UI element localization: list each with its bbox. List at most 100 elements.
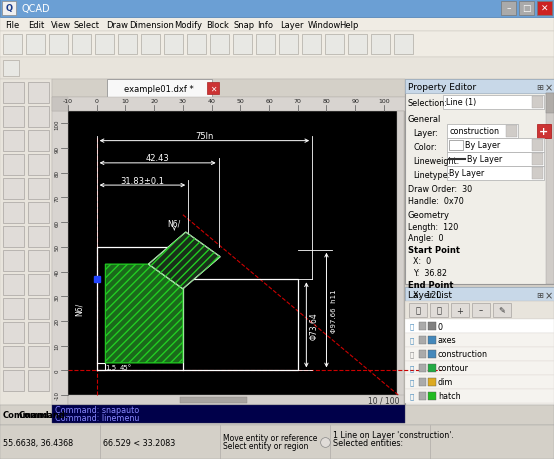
Bar	[52, 405, 405, 423]
Text: 66.529 < 33.2083: 66.529 < 33.2083	[103, 438, 175, 448]
Bar	[428, 392, 436, 400]
Text: 40: 40	[54, 269, 59, 275]
Text: ✎: ✎	[499, 306, 505, 315]
Bar	[430, 303, 448, 317]
Text: –: –	[479, 306, 483, 315]
Bar	[405, 389, 554, 403]
Bar	[52, 98, 405, 112]
Bar	[537, 125, 551, 139]
Bar	[405, 80, 554, 285]
Bar	[348, 35, 367, 55]
Bar	[3, 155, 24, 176]
Text: Modify: Modify	[175, 22, 203, 30]
Text: View: View	[51, 22, 71, 30]
Bar	[302, 35, 321, 55]
Text: Φ73.64: Φ73.64	[310, 311, 319, 339]
Bar	[405, 333, 554, 347]
Text: By Layer: By Layer	[449, 169, 484, 178]
Bar	[207, 83, 219, 95]
Text: Selected entities:: Selected entities:	[333, 438, 403, 448]
Text: Start Point: Start Point	[408, 246, 460, 255]
Text: 80: 80	[54, 170, 59, 177]
Text: 30: 30	[54, 293, 59, 300]
Bar	[3, 131, 24, 151]
Text: 75ln: 75ln	[195, 132, 214, 141]
Text: 10: 10	[121, 99, 129, 104]
Text: 100: 100	[54, 119, 59, 129]
Text: 70: 70	[294, 99, 302, 104]
Text: Line (1): Line (1)	[446, 98, 476, 107]
Text: QCAD: QCAD	[22, 4, 50, 14]
Bar	[0, 58, 554, 80]
Bar	[419, 336, 426, 344]
Bar	[256, 35, 275, 55]
Bar	[419, 378, 426, 386]
Bar	[28, 83, 49, 104]
Text: Layer: Layer	[280, 22, 304, 30]
Bar	[68, 395, 404, 405]
Bar	[493, 303, 511, 317]
Text: Window: Window	[307, 22, 341, 30]
Bar	[0, 80, 52, 405]
Bar	[325, 35, 344, 55]
Text: 0: 0	[438, 322, 443, 331]
Bar	[164, 35, 183, 55]
Text: X:  0: X: 0	[413, 257, 431, 266]
Bar	[0, 0, 554, 18]
Bar	[449, 141, 463, 151]
Bar	[447, 153, 544, 167]
Bar	[49, 35, 68, 55]
Bar	[28, 346, 49, 367]
Text: -10: -10	[54, 391, 59, 400]
Bar	[3, 35, 22, 55]
Bar	[428, 364, 436, 372]
Text: 40: 40	[208, 99, 216, 104]
Text: 0: 0	[54, 369, 59, 372]
Text: File: File	[5, 22, 19, 30]
Text: 45°: 45°	[119, 364, 131, 370]
Bar	[419, 392, 426, 400]
Text: Select: Select	[74, 22, 100, 30]
Bar	[52, 98, 68, 112]
Text: 55.6638, 36.4368: 55.6638, 36.4368	[3, 438, 73, 448]
Bar	[537, 2, 552, 16]
Bar	[405, 287, 554, 405]
Bar	[107, 80, 212, 98]
Text: Layer List: Layer List	[408, 291, 452, 300]
Text: Snap: Snap	[234, 22, 255, 30]
Text: Info: Info	[257, 22, 273, 30]
Text: Edit: Edit	[28, 22, 44, 30]
Bar	[419, 322, 426, 330]
Text: 80: 80	[322, 99, 330, 104]
Bar	[52, 80, 405, 98]
Text: ✕: ✕	[210, 84, 216, 93]
Bar	[3, 251, 24, 271]
Text: 20: 20	[54, 318, 59, 325]
Bar	[233, 35, 252, 55]
Bar	[0, 425, 554, 459]
Bar	[447, 167, 544, 180]
Text: –: –	[506, 5, 511, 13]
Text: By Layer: By Layer	[467, 155, 502, 164]
Bar	[472, 303, 490, 317]
Text: N6/: N6/	[168, 218, 181, 228]
Text: 👁: 👁	[416, 306, 420, 315]
Bar	[3, 107, 24, 128]
Bar	[0, 32, 554, 58]
Text: Command: snapauto: Command: snapauto	[55, 406, 139, 414]
Bar	[405, 287, 554, 302]
Text: Lineweight:: Lineweight:	[413, 156, 459, 165]
Text: 0: 0	[95, 99, 99, 104]
Bar	[546, 94, 554, 285]
Bar	[3, 274, 24, 295]
Text: Q: Q	[6, 5, 13, 13]
Bar	[501, 2, 516, 16]
Text: Move entity or reference: Move entity or reference	[223, 434, 317, 442]
Text: 10 / 100: 10 / 100	[367, 396, 399, 405]
Text: 70: 70	[54, 195, 59, 202]
Text: 60: 60	[54, 219, 59, 226]
Text: 10: 10	[54, 342, 59, 349]
Bar	[3, 202, 24, 224]
Text: 31.83±0.1: 31.83±0.1	[120, 176, 165, 185]
Bar	[141, 35, 160, 55]
